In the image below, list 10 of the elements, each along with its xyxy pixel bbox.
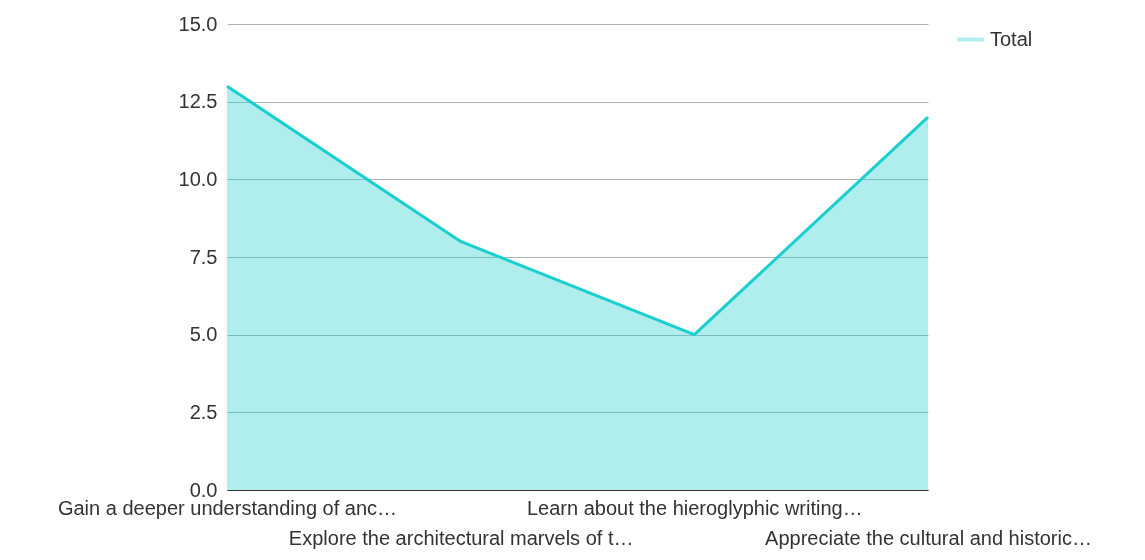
x-tick-label: Appreciate the cultural and historic… <box>765 526 1092 549</box>
y-tick-label: 7.5 <box>189 245 218 268</box>
legend-label: Total <box>990 27 1033 50</box>
y-tick-label: 15.0 <box>178 12 218 35</box>
x-tick-label: Explore the architectural marvels of t… <box>288 526 634 549</box>
y-tick-label: 12.5 <box>178 90 218 113</box>
y-tick-label: 10.0 <box>178 167 218 190</box>
y-tick-label: 5.0 <box>189 323 218 346</box>
x-tick-label: Learn about the hieroglyphic writing… <box>526 496 863 519</box>
y-tick-label: 2.5 <box>189 400 218 423</box>
